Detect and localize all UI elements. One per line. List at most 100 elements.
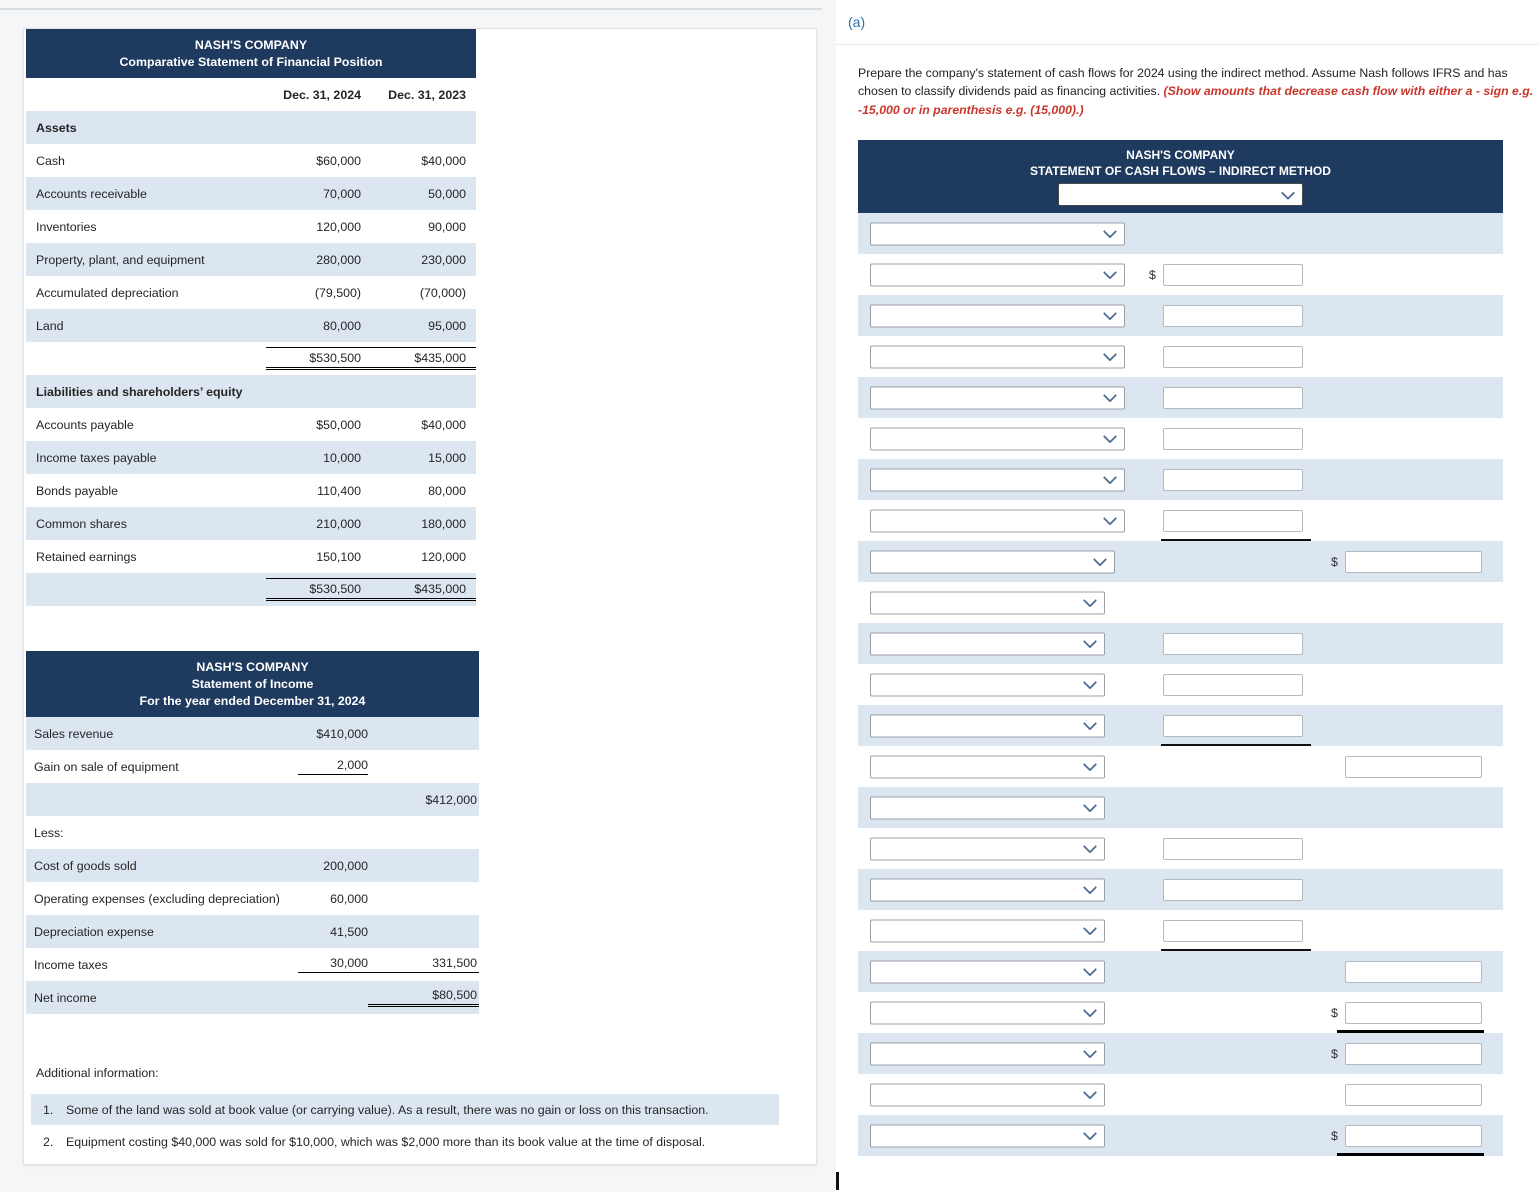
row-label: Retained earnings [36, 549, 137, 564]
cf-row-19-input[interactable] [1345, 960, 1482, 983]
value-2024: 70,000 [323, 186, 361, 201]
cf-row-8-select[interactable] [870, 509, 1125, 532]
net-income-row: Net income $80,500 [26, 981, 479, 1014]
cf-row-18 [858, 910, 1503, 951]
cf-row-16-input[interactable] [1163, 837, 1303, 860]
cf-row-3-input[interactable] [1163, 304, 1303, 327]
cf-row-16-select[interactable] [870, 837, 1105, 860]
cf-row-9-select[interactable] [870, 550, 1115, 573]
cf-row-20-select[interactable] [870, 1001, 1105, 1024]
cf-row-2-input[interactable] [1163, 263, 1303, 286]
cf-row-23-select[interactable] [870, 1124, 1105, 1147]
section-label: Liabilities and shareholders’ equity [36, 384, 243, 399]
cf-row-18-input[interactable] [1163, 919, 1303, 942]
cf-row-19-select[interactable] [870, 960, 1105, 983]
cf-row-14-select[interactable] [870, 755, 1105, 778]
value-2023: 90,000 [428, 219, 466, 234]
cf-row-13-input[interactable] [1163, 714, 1303, 737]
row-label: Depreciation expense [34, 924, 154, 939]
item-number: 2. [43, 1134, 54, 1149]
cf-row-22-select[interactable] [870, 1083, 1105, 1106]
table-row: Land 80,000 95,000 [26, 309, 476, 342]
cf-row-17-select[interactable] [870, 878, 1105, 901]
cf-row-4-select[interactable] [870, 345, 1125, 368]
total-amount: $412,000 [425, 792, 477, 807]
cf-row-14-input[interactable] [1345, 755, 1482, 778]
cf-row-6-input[interactable] [1163, 427, 1303, 450]
row-label: Bonds payable [36, 483, 118, 498]
table-row: Retained earnings 150,100 120,000 [26, 540, 476, 573]
row-label: Less: [34, 825, 64, 840]
cf-row-21-select[interactable] [870, 1042, 1105, 1065]
cf-row-9-input[interactable] [1345, 550, 1482, 573]
cf-row-15 [858, 787, 1503, 828]
chevron-down-icon [1102, 470, 1118, 485]
cf-row-12-select[interactable] [870, 673, 1105, 696]
cf-row-11 [858, 623, 1503, 664]
row-label: Property, plant, and equipment [36, 252, 205, 267]
value-2024: $50,000 [316, 417, 361, 432]
table-row: Accounts payable $50,000 $40,000 [26, 408, 476, 441]
chevron-down-icon [1102, 347, 1118, 362]
value-2023: $40,000 [421, 417, 466, 432]
chevron-down-icon [1082, 757, 1098, 772]
cf-row-2-select[interactable] [870, 263, 1125, 286]
assets-total-2023: $435,000 [371, 347, 476, 370]
value-2024: 150,100 [316, 549, 361, 564]
subtotal-rule [1161, 744, 1311, 746]
value-2024: 80,000 [323, 318, 361, 333]
liabilities-total-2023: $435,000 [371, 578, 476, 601]
item-text: Equipment costing $40,000 was sold for $… [66, 1134, 706, 1149]
section-label: Assets [36, 120, 77, 135]
total-amount: $80,500 [368, 988, 479, 1007]
chevron-down-icon [1102, 388, 1118, 403]
value-2023: 15,000 [428, 450, 466, 465]
chevron-down-icon [1082, 962, 1098, 977]
row-label: Income taxes [34, 957, 108, 972]
cf-row-7-select[interactable] [870, 468, 1125, 491]
cf-row-1-select[interactable] [870, 222, 1125, 245]
cf-row-20-input[interactable] [1345, 1001, 1482, 1024]
row-label: Inventories [36, 219, 97, 234]
cf-period-select[interactable] [1058, 183, 1303, 206]
value-2023: 95,000 [428, 318, 466, 333]
income-statement-table: NASH'S COMPANY Statement of Income For t… [26, 651, 479, 1014]
table-row: $412,000 [26, 783, 479, 816]
cf-row-11-input[interactable] [1163, 632, 1303, 655]
chevron-down-icon [1102, 429, 1118, 444]
currency-label: $ [1331, 1128, 1338, 1143]
cf-row-7-input[interactable] [1163, 468, 1303, 491]
amount: 30,000 [298, 956, 368, 973]
cf-row-13-select[interactable] [870, 714, 1105, 737]
table-row: Property, plant, and equipment 280,000 2… [26, 243, 476, 276]
cf-row-5-select[interactable] [870, 386, 1125, 409]
column-header-2023: Dec. 31, 2023 [388, 87, 466, 102]
cf-row-4-input[interactable] [1163, 345, 1303, 368]
currency-label: $ [1331, 1046, 1338, 1061]
item-number: 1. [43, 1102, 54, 1117]
cf-row-8-input[interactable] [1163, 509, 1303, 532]
problem-panel: NASH'S COMPANY Comparative Statement of … [23, 28, 817, 1165]
cf-row-3-select[interactable] [870, 304, 1125, 327]
amount: 200,000 [323, 858, 368, 873]
cf-row-17-input[interactable] [1163, 878, 1303, 901]
value-2023: 80,000 [428, 483, 466, 498]
value-2023: (70,000) [419, 285, 466, 300]
cf-row-5-input[interactable] [1163, 386, 1303, 409]
cf-row-21-input[interactable] [1345, 1042, 1482, 1065]
chevron-down-icon [1082, 634, 1098, 649]
cf-row-15-select[interactable] [870, 796, 1105, 819]
cf-row-11-select[interactable] [870, 632, 1105, 655]
cf-row-10-select[interactable] [870, 591, 1105, 614]
cf-row-18-select[interactable] [870, 919, 1105, 942]
cf-row-23-input[interactable] [1345, 1124, 1482, 1147]
row-label: Land [36, 318, 64, 333]
value-2023: 230,000 [421, 252, 466, 267]
cf-row-22-input[interactable] [1345, 1083, 1482, 1106]
value-2024: (79,500) [314, 285, 361, 300]
cf-row-12-input[interactable] [1163, 673, 1303, 696]
value-2024: 210,000 [316, 516, 361, 531]
table-row: Income taxes 30,000 331,500 [26, 948, 479, 981]
currency-label: $ [1149, 267, 1156, 282]
cf-row-6-select[interactable] [870, 427, 1125, 450]
